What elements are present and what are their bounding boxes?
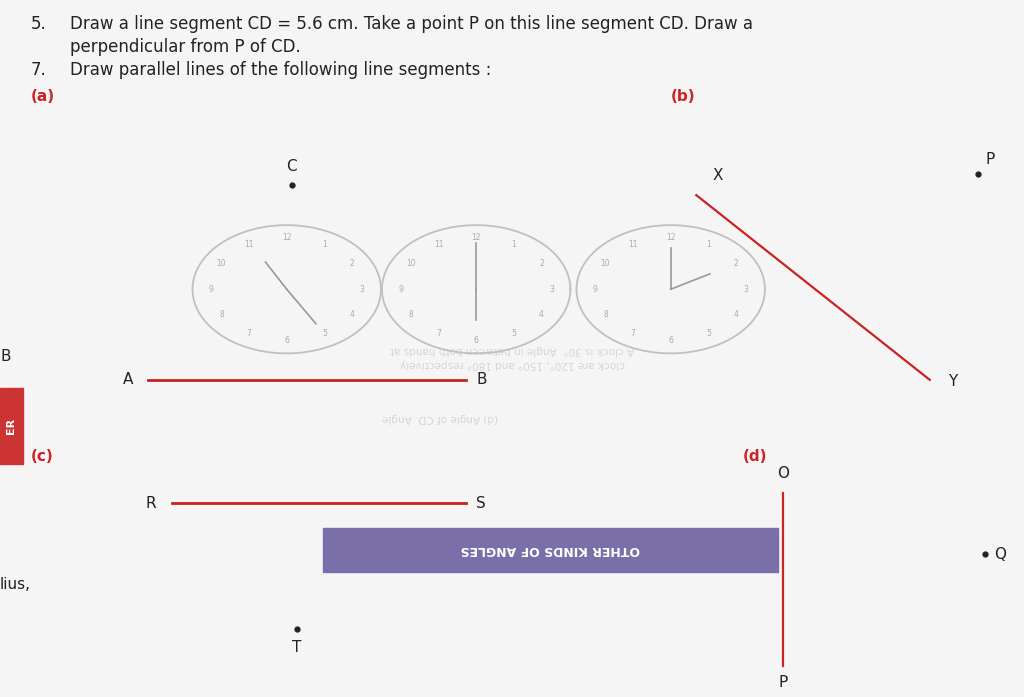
Text: 9: 9 [209,285,214,293]
Text: C: C [287,159,297,174]
Text: 5: 5 [706,329,711,338]
Text: 10: 10 [407,259,416,268]
Text: Y: Y [948,374,957,390]
Text: 3: 3 [743,285,749,293]
Bar [323,528,778,572]
Text: 1: 1 [322,240,327,250]
Text: X: X [713,168,723,183]
Text: (b): (b) [671,89,695,104]
Text: O: O [777,466,790,481]
Text: 12: 12 [666,233,676,243]
Text: 7: 7 [436,329,441,338]
Text: 5: 5 [511,329,516,338]
Text: 8: 8 [603,310,608,319]
Text: 11: 11 [434,240,443,250]
Text: 9: 9 [593,285,598,293]
Text: 1: 1 [706,240,711,250]
Text: B: B [476,372,486,388]
Text: 3: 3 [549,285,554,293]
Text: 7: 7 [247,329,252,338]
Text: 4: 4 [539,310,544,319]
Text: (a): (a) [31,89,55,104]
Text: (d): (d) [742,449,767,464]
Text: Draw parallel lines of the following line segments :: Draw parallel lines of the following lin… [70,61,490,79]
Text: Draw a line segment CD = 5.6 cm. Take a point P on this line segment CD. Draw a: Draw a line segment CD = 5.6 cm. Take a … [70,15,753,33]
Text: T: T [292,640,302,655]
Text: A clock is 30°. Angle in between both hands at: A clock is 30°. Angle in between both ha… [390,345,634,355]
Text: 4: 4 [733,310,738,319]
Bar [0,388,23,464]
Text: B: B [0,349,10,365]
Text: 2: 2 [349,259,354,268]
Text: 7: 7 [631,329,636,338]
Text: 4: 4 [349,310,354,319]
Text: 6: 6 [285,336,289,345]
Text: 1: 1 [511,240,516,250]
Text: 8: 8 [219,310,224,319]
Text: (d) Angle of CD. Angle: (d) Angle of CD. Angle [382,413,499,423]
Text: S: S [476,496,486,511]
Text: 11: 11 [629,240,638,250]
Text: 3: 3 [359,285,365,293]
Text: 6: 6 [669,336,673,345]
Text: 2: 2 [539,259,544,268]
Text: 5.: 5. [31,15,46,33]
Text: clock are 120°, 150° and 180° respectively.: clock are 120°, 150° and 180° respective… [398,359,626,369]
Text: ER: ER [6,418,16,434]
Text: (c): (c) [31,449,53,464]
Text: P: P [778,675,788,690]
Text: 11: 11 [245,240,254,250]
Text: OTHER KINDS OF ANGLES: OTHER KINDS OF ANGLES [461,544,640,556]
Text: perpendicular from P of CD.: perpendicular from P of CD. [70,38,300,56]
Text: R: R [145,496,156,511]
Text: 5: 5 [322,329,327,338]
Text: 12: 12 [282,233,292,243]
Text: 7.: 7. [31,61,46,79]
Text: P: P [985,152,994,167]
Text: 8: 8 [409,310,414,319]
Text: Q: Q [994,546,1007,562]
Text: 9: 9 [398,285,403,293]
Text: 10: 10 [217,259,226,268]
Text: lius,: lius, [0,576,31,592]
Text: 10: 10 [601,259,610,268]
Text: 12: 12 [471,233,481,243]
Text: 2: 2 [733,259,738,268]
Text: A: A [123,372,133,388]
Text: 6: 6 [474,336,478,345]
